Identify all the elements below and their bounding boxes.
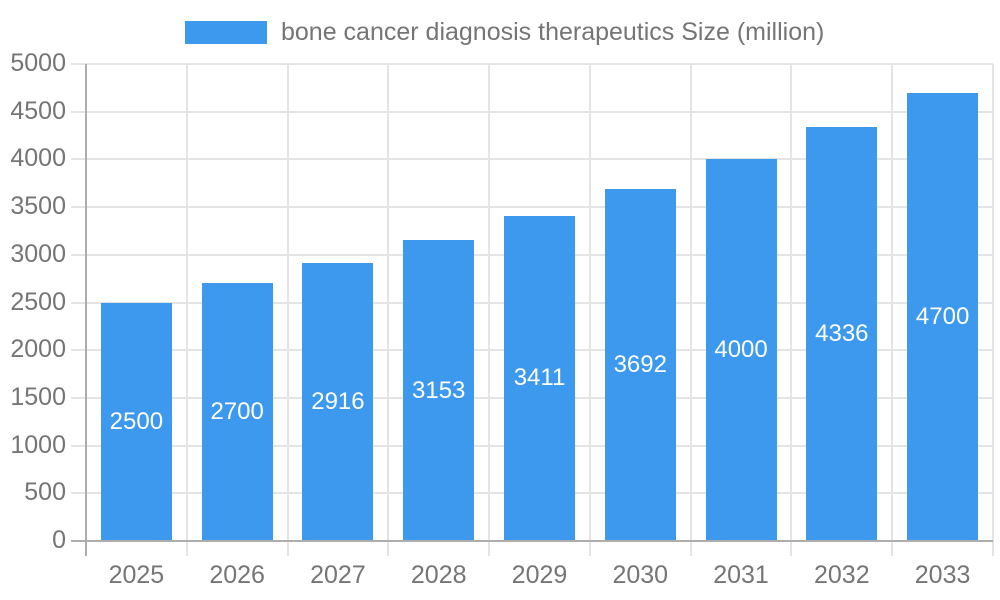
x-gridline [185, 64, 188, 556]
y-axis-line [85, 64, 87, 556]
y-gridline [71, 110, 993, 113]
bar-value-label: 4000 [714, 336, 768, 364]
x-axis-line [71, 540, 993, 542]
y-axis-tick-label: 2000 [10, 335, 66, 364]
x-axis-tick-label: 2026 [209, 561, 265, 589]
y-axis-tick-label: 1500 [10, 382, 66, 411]
legend-swatch [185, 20, 267, 44]
bar-value-label: 3153 [412, 376, 466, 404]
x-axis-tick-label: 2030 [612, 561, 669, 589]
x-gridline [488, 64, 491, 556]
y-gridline [71, 63, 993, 65]
bar[interactable]: 3153 [403, 240, 475, 541]
y-gridline [71, 158, 993, 161]
legend[interactable]: bone cancer diagnosis therapeutics Size … [185, 17, 824, 47]
x-axis-tick-label: 2031 [713, 561, 769, 589]
x-gridline [286, 64, 289, 556]
bar-value-label: 2500 [109, 407, 164, 435]
y-gridline [71, 206, 993, 209]
bar[interactable]: 3411 [504, 215, 575, 541]
x-axis-tick-label: 2032 [814, 561, 870, 589]
x-gridline [588, 64, 591, 556]
y-axis-tick-label: 500 [24, 478, 66, 507]
y-axis-tick-label: 2500 [10, 287, 66, 316]
bar[interactable]: 4336 [806, 127, 878, 541]
x-axis-tick-label: 2033 [914, 561, 971, 589]
bar[interactable]: 3692 [604, 188, 676, 541]
x-gridline [992, 64, 994, 556]
bar[interactable]: 2916 [302, 262, 374, 541]
bar-value-label: 2700 [210, 398, 264, 426]
bar-value-label: 3411 [513, 364, 566, 392]
bar[interactable]: 4000 [705, 159, 777, 541]
x-gridline [891, 64, 894, 556]
x-gridline [790, 64, 793, 556]
y-axis-tick-label: 3000 [10, 239, 66, 268]
bar[interactable]: 2700 [201, 283, 273, 541]
bar-value-label: 2916 [311, 387, 365, 415]
y-axis-tick-label: 3500 [10, 192, 66, 221]
y-axis-tick-label: 5000 [10, 49, 66, 77]
x-axis-tick-label: 2025 [108, 561, 165, 589]
y-axis-tick-label: 1000 [10, 430, 66, 459]
y-axis-tick-label: 4500 [10, 96, 66, 125]
bar-value-label: 4336 [815, 320, 869, 348]
x-gridline [387, 64, 390, 556]
bar[interactable]: 2500 [100, 302, 172, 541]
y-axis-tick-label: 4000 [10, 144, 66, 173]
bar[interactable]: 4700 [907, 92, 979, 541]
x-axis-tick-label: 2029 [511, 561, 568, 589]
x-axis-tick-label: 2028 [410, 561, 467, 589]
bar-value-label: 3692 [613, 350, 667, 378]
x-gridline [689, 64, 692, 556]
y-axis-tick-label: 0 [52, 526, 66, 554]
x-axis-tick-label: 2027 [310, 561, 366, 589]
bar-value-label: 4700 [915, 302, 970, 330]
legend-label: bone cancer diagnosis therapeutics Size … [281, 17, 825, 46]
